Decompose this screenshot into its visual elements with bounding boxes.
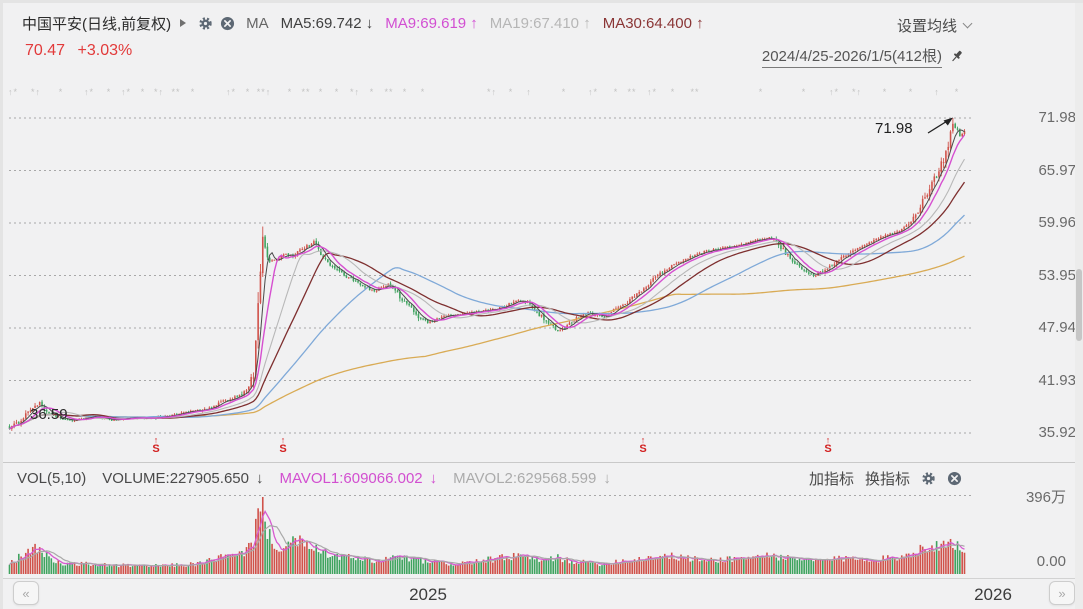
event-marker-icon[interactable]: ↑* [225,87,237,97]
event-marker-icon[interactable]: *↑ [153,87,165,97]
event-marker-icon[interactable]: **↑ [256,87,272,97]
event-marker-icon[interactable]: * [758,87,764,97]
dividend-marker-icon[interactable]: ↑ S [279,435,287,455]
pan-right-button[interactable]: » [1049,581,1075,605]
symbol-title[interactable]: 中国平安(日线,前复权) [22,15,172,33]
event-marker-row: ↑* *↑ * ↑* * ↑* * *↑ ** * ↑* * **↑ * ** * * *↑ * ** * * *↑ * ↑ * ↑… [3,87,1083,101]
event-marker-icon[interactable]: * [402,87,408,97]
volume-toolbar: 加指标 换指标 [809,466,962,490]
ma-settings-button[interactable]: 设置均线 [896,15,973,36]
event-marker-icon[interactable]: * [369,87,375,97]
x-axis-year-label: 2026 [974,585,1012,604]
ma-settings-label: 设置均线 [896,18,957,35]
event-marker-icon[interactable]: * [613,87,619,97]
event-marker-icon[interactable]: ** [384,87,394,97]
price-axis-label: 65.97 [1038,161,1076,179]
event-marker-icon[interactable]: ↑* [646,87,658,97]
title-dropdown-icon[interactable] [180,19,187,27]
close-icon[interactable] [220,16,235,31]
add-indicator-button[interactable]: 加指标 [808,470,854,488]
date-range-group: 2024/4/25-2026/1/5(412根) [761,45,964,68]
chart-header: 中国平安(日线,前复权) MA MA5:69.742 ↓ MA9:69.619 ↑… [22,12,716,34]
event-marker-icon[interactable]: * [670,87,676,97]
pin-icon[interactable] [949,49,964,64]
chevron-down-icon [962,18,973,29]
price-axis-label: 41.93 [1038,371,1076,389]
chart-canvas[interactable] [3,3,1083,609]
event-marker-icon[interactable]: * [287,87,293,97]
ma9-value: MA9:69.619 ↑ [385,14,478,32]
event-marker-icon[interactable]: *↑ [349,87,361,97]
switch-indicator-button[interactable]: 换指标 [864,470,910,488]
mavol1-trend-arrow-icon: ↓ [429,469,438,487]
dividend-marker-icon[interactable]: ↑ S [824,435,832,455]
event-marker-icon[interactable]: * [140,87,146,97]
x-axis-year-label: 2025 [409,585,447,604]
price-axis-label: 47.94 [1038,319,1076,336]
event-marker-icon[interactable]: * [318,87,324,97]
volume-trend-arrow-icon: ↓ [255,469,264,487]
price-change: +3.03% [77,42,133,59]
event-marker-icon[interactable]: * [58,87,64,97]
event-marker-icon[interactable]: * [908,87,914,97]
mavol2-trend-arrow-icon: ↓ [603,469,611,487]
gear-icon[interactable] [198,16,213,31]
volume-value: VOLUME:227905.650 ↓ [102,469,264,487]
event-marker-icon[interactable]: ↑* [587,87,599,97]
event-marker-icon[interactable]: * [954,87,960,97]
event-marker-icon[interactable]: * [420,87,426,97]
event-marker-icon[interactable]: ** [690,87,700,97]
event-marker-icon[interactable]: *↑ [30,87,42,97]
vol-params-label: VOL(5,10) [17,469,87,487]
event-marker-icon[interactable]: * [334,87,340,97]
ma5-value: MA5:69.742 ↓ [280,14,374,32]
volume-axis-min-label: 0.00 [1036,553,1066,570]
price-quote: 70.47 +3.03% [25,42,132,60]
event-marker-icon[interactable]: *↑ [486,87,498,97]
mavol1-value: MAVOL1:609066.002 ↓ [279,469,438,487]
event-marker-icon[interactable]: * [106,87,112,97]
price-axis-label: 53.95 [1038,266,1076,284]
price-axis-label: 59.96 [1038,214,1076,231]
pan-left-button[interactable]: « [13,581,39,605]
start-price-annotation: 36.59 [30,406,68,423]
volume-close-icon[interactable] [947,471,962,486]
event-marker-icon[interactable]: *↑ [851,87,863,97]
event-marker-icon[interactable]: ** [171,87,181,97]
scrollbar-track[interactable] [1075,3,1083,609]
event-marker-icon[interactable]: ↑* [7,87,19,97]
dividend-marker-icon[interactable]: ↑ S [639,435,647,455]
event-marker-icon[interactable]: ** [301,87,311,97]
event-marker-icon[interactable]: ↑* [83,87,95,97]
volume-axis-max-label: 396万 [1025,489,1066,506]
event-marker-icon[interactable]: ↑* [120,87,132,97]
volume-gear-icon[interactable] [921,471,936,486]
event-marker-icon[interactable]: * [245,87,251,97]
ma-indicator-label: MA [246,14,269,32]
dividend-marker-icon[interactable]: ↑ S [152,435,160,455]
ma30-value: MA30:64.400 ↑ [602,14,704,32]
date-range-link[interactable]: 2024/4/25-2026/1/5(412根) [761,45,942,68]
price-axis-label: 35.92 [1038,424,1076,441]
event-marker-icon[interactable]: ↑ [526,87,532,97]
event-marker-icon[interactable]: * [801,87,807,97]
scrollbar-thumb[interactable] [1076,269,1082,341]
peak-price-annotation: 71.98 [875,120,913,137]
event-marker-icon[interactable]: * [882,87,888,97]
ma19-value: MA19:67.410 ↑ [489,14,591,32]
event-marker-icon[interactable]: * [508,87,514,97]
event-marker-icon[interactable]: * [190,87,196,97]
mavol2-value: MAVOL2:629568.599 ↓ [453,469,611,487]
price-axis-label: 71.98 [1038,109,1076,126]
volume-indicator-header: VOL(5,10) VOLUME:227905.650 ↓ MAVOL1:6090… [17,466,627,490]
event-marker-icon[interactable]: * [561,87,567,97]
event-marker-icon[interactable]: ↑* [828,87,840,97]
last-price: 70.47 [25,42,66,59]
ma-values-group: MA5:69.742 ↓ MA9:69.619 ↑ MA19:67.410 ↑ MA3… [281,15,716,32]
event-marker-icon[interactable]: ** [627,87,637,97]
event-marker-icon[interactable]: ↑ [934,87,940,97]
